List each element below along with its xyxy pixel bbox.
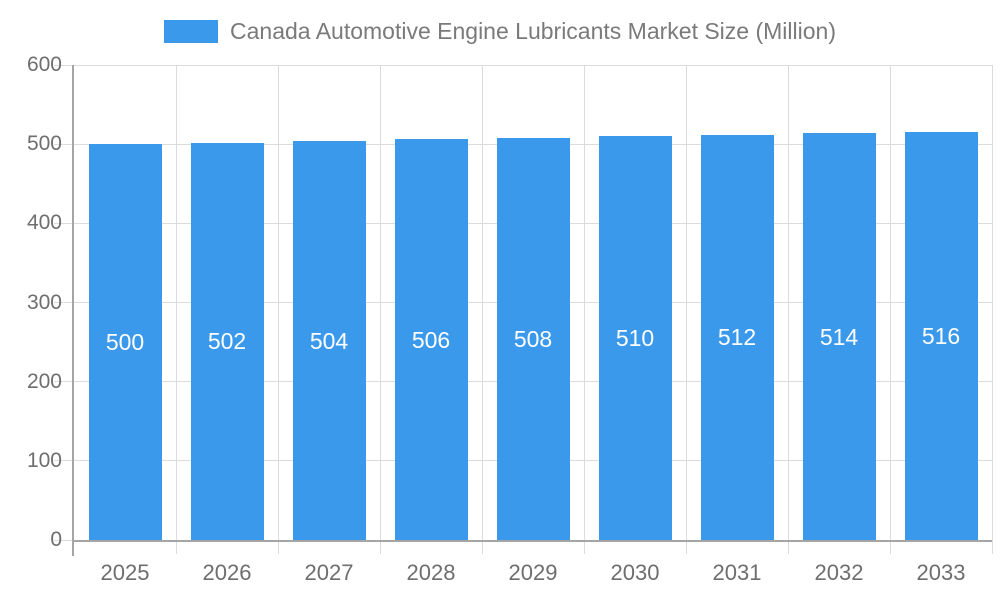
x-axis-label: 2028	[406, 560, 456, 585]
x-gridline	[379, 65, 381, 540]
x-axis-tick	[787, 540, 789, 554]
y-axis-label: 600	[26, 53, 62, 76]
legend-color-swatch	[164, 19, 219, 43]
x-gridline	[889, 65, 891, 540]
bar[interactable]: 500	[88, 144, 162, 540]
y-axis-tick	[54, 222, 74, 224]
y-axis-label: 300	[26, 290, 62, 314]
chart-title: Canada Automotive Engine Lubricants Mark…	[230, 18, 836, 44]
bar-value-label: 516	[921, 322, 961, 349]
y-axis-label: 500	[26, 132, 62, 156]
y-axis-label: 400	[26, 211, 62, 235]
bar-value-label: 504	[309, 327, 349, 354]
y-axis-label: 0	[50, 528, 62, 551]
x-axis-tick	[991, 540, 993, 554]
x-gridline	[787, 65, 789, 540]
legend-item[interactable]: Canada Automotive Engine Lubricants Mark…	[0, 17, 1000, 45]
y-axis-tick	[54, 539, 74, 541]
bar-value-label: 508	[513, 325, 553, 352]
x-axis-tick	[481, 540, 483, 554]
x-gridline	[175, 65, 177, 540]
x-gridline	[277, 65, 279, 540]
y-axis-line	[72, 65, 74, 556]
x-axis-tick	[175, 540, 177, 554]
x-axis-label: 2026	[202, 560, 252, 585]
x-axis-label: 2033	[916, 560, 966, 585]
x-axis-tick	[379, 540, 381, 554]
x-axis-label: 2031	[712, 560, 762, 585]
x-axis-label: 2030	[610, 560, 660, 585]
bar[interactable]: 512	[700, 134, 774, 540]
x-axis-tick	[685, 540, 687, 554]
x-gridline	[685, 65, 687, 540]
x-axis-label: 2032	[814, 560, 864, 585]
bar-value-label: 500	[105, 329, 145, 356]
bar[interactable]: 510	[598, 136, 672, 540]
y-axis-tick	[54, 460, 74, 462]
y-axis-tick	[54, 64, 74, 66]
y-axis-label: 200	[26, 369, 62, 393]
x-axis-label: 2027	[304, 560, 354, 585]
bar-value-label: 502	[207, 328, 247, 355]
x-axis-label: 2025	[100, 560, 150, 585]
bar[interactable]: 502	[190, 142, 264, 540]
x-axis-line	[72, 540, 992, 542]
y-axis-tick	[54, 381, 74, 383]
x-axis-label: 2029	[508, 560, 558, 585]
x-axis-tick	[889, 540, 891, 554]
bar[interactable]: 506	[394, 139, 468, 540]
bar-value-label: 510	[615, 325, 655, 352]
x-gridline	[991, 65, 993, 540]
x-axis-tick	[583, 540, 585, 554]
x-axis-tick	[277, 540, 279, 554]
bar-value-label: 506	[411, 326, 451, 353]
y-axis-tick	[54, 143, 74, 145]
bar[interactable]: 508	[496, 137, 570, 540]
bar[interactable]: 516	[904, 131, 978, 540]
y-axis-label: 100	[26, 448, 62, 472]
x-gridline	[583, 65, 585, 540]
y-axis-tick	[54, 302, 74, 303]
y-gridline	[74, 64, 992, 66]
bar[interactable]: 514	[802, 133, 876, 540]
x-gridline	[481, 65, 483, 540]
bar-value-label: 512	[717, 324, 757, 351]
bar[interactable]: 504	[292, 141, 366, 540]
bar-value-label: 514	[819, 323, 859, 350]
